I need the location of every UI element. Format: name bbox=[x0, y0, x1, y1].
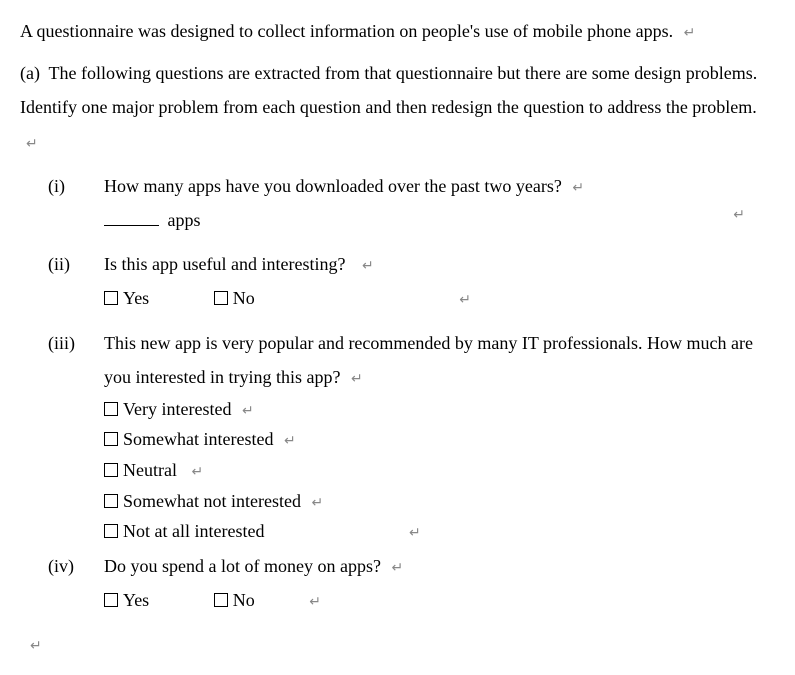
q2-opt-no[interactable]: No bbox=[214, 281, 255, 315]
checkbox-icon bbox=[104, 463, 118, 477]
q2-yes-label: Yes bbox=[123, 288, 149, 308]
return-mark: ↵ bbox=[242, 404, 254, 419]
checkbox-icon bbox=[104, 432, 118, 446]
q3-opt-c[interactable]: Neutral ↵ bbox=[104, 455, 775, 486]
q2-text: Is this app useful and interesting? bbox=[104, 254, 345, 274]
return-mark: ↵ bbox=[30, 639, 42, 654]
return-mark: ↵ bbox=[284, 434, 296, 449]
q4-yes-label: Yes bbox=[123, 590, 149, 610]
return-mark: ↵ bbox=[391, 561, 403, 576]
question-iv: (iv) Do you spend a lot of money on apps… bbox=[20, 549, 775, 617]
intro-content: A questionnaire was designed to collect … bbox=[20, 21, 673, 41]
return-mark: ↵ bbox=[684, 26, 696, 41]
q4-text: Do you spend a lot of money on apps? bbox=[104, 556, 381, 576]
return-mark: ↵ bbox=[351, 372, 363, 387]
checkbox-icon bbox=[214, 593, 228, 607]
q1-num: (i) bbox=[48, 169, 104, 237]
return-mark: ↵ bbox=[572, 181, 584, 196]
q4-opt-yes[interactable]: Yes bbox=[104, 583, 149, 617]
q4-num: (iv) bbox=[48, 549, 104, 617]
part-a-text: The following questions are extracted fr… bbox=[20, 63, 757, 117]
return-mark: ↵ bbox=[409, 526, 421, 541]
q3-opt-d-label: Somewhat not interested bbox=[123, 491, 301, 511]
checkbox-icon bbox=[104, 402, 118, 416]
q1-text: How many apps have you downloaded over t… bbox=[104, 176, 562, 196]
q3-text: This new app is very popular and recomme… bbox=[104, 333, 753, 387]
q2-num: (ii) bbox=[48, 247, 104, 315]
q3-opt-d[interactable]: Somewhat not interested ↵ bbox=[104, 486, 775, 517]
q3-num: (iii) bbox=[48, 326, 104, 547]
q2-no-label: No bbox=[233, 288, 255, 308]
q1-answer-suffix: apps bbox=[168, 210, 201, 230]
blank-field[interactable] bbox=[104, 205, 159, 226]
checkbox-icon bbox=[104, 524, 118, 538]
q4-no-label: No bbox=[233, 590, 255, 610]
part-a: (a) The following questions are extracte… bbox=[20, 56, 775, 159]
question-i: (i) How many apps have you downloaded ov… bbox=[20, 169, 775, 237]
return-mark: ↵ bbox=[362, 259, 374, 274]
q3-opt-a-label: Very interested bbox=[123, 399, 231, 419]
q3-opt-b-label: Somewhat interested bbox=[123, 429, 273, 449]
q2-opt-yes[interactable]: Yes bbox=[104, 281, 149, 315]
q4-opt-no[interactable]: No bbox=[214, 583, 255, 617]
q3-opt-a[interactable]: Very interested ↵ bbox=[104, 394, 775, 425]
q3-opt-e-label: Not at all interested bbox=[123, 521, 264, 541]
checkbox-icon bbox=[214, 291, 228, 305]
return-mark: ↵ bbox=[459, 293, 471, 308]
return-mark: ↵ bbox=[26, 137, 38, 152]
q3-opt-e[interactable]: Not at all interested ↵ bbox=[104, 516, 775, 547]
intro-text: A questionnaire was designed to collect … bbox=[20, 14, 775, 48]
return-mark: ↵ bbox=[311, 496, 323, 511]
checkbox-icon bbox=[104, 291, 118, 305]
q3-opt-c-label: Neutral bbox=[123, 460, 177, 480]
checkbox-icon bbox=[104, 494, 118, 508]
return-mark: ↵ bbox=[733, 203, 745, 230]
checkbox-icon bbox=[104, 593, 118, 607]
return-mark: ↵ bbox=[191, 465, 203, 480]
q3-opt-b[interactable]: Somewhat interested ↵ bbox=[104, 424, 775, 455]
part-a-label: (a) bbox=[20, 63, 40, 83]
return-mark: ↵ bbox=[309, 595, 321, 610]
question-ii: (ii) Is this app useful and interesting?… bbox=[20, 247, 775, 315]
question-iii: (iii) This new app is very popular and r… bbox=[20, 326, 775, 547]
